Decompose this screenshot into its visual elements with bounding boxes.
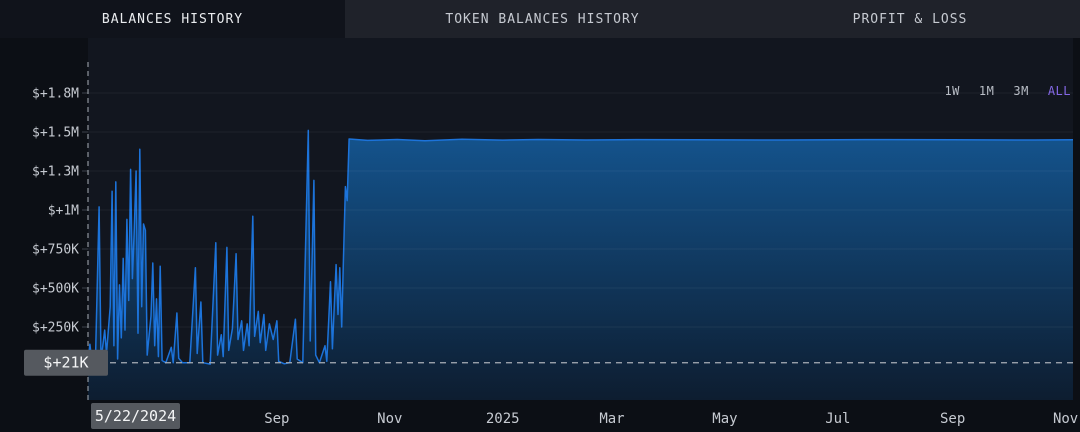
tab-label: PROFIT & LOSS	[852, 11, 968, 27]
crosshair-value-label: $+21K	[43, 354, 88, 372]
y-axis-label: $+250K	[32, 321, 79, 336]
crosshair-date-badge	[91, 403, 180, 429]
crosshair-value-badge	[24, 349, 108, 376]
x-axis-label: May	[712, 411, 737, 427]
y-axis-label: $+500K	[32, 282, 79, 297]
x-axis-label: Jul	[825, 411, 850, 427]
range-all-button[interactable]: ALL	[1047, 84, 1071, 98]
range-3m-button[interactable]: 3M	[1013, 84, 1029, 98]
tab-label: BALANCES HISTORY	[101, 11, 244, 27]
balance-history-chart: $+1.8M $+1.5M $+1.3M $+1M $+750K $+500K $+250K…	[24, 38, 1078, 429]
x-axis-label: Mar	[599, 411, 624, 427]
x-axis-label: Sep	[940, 411, 965, 427]
tab-balances-history[interactable]: BALANCES HISTORY	[0, 0, 345, 38]
x-axis-label: Sep	[264, 411, 289, 427]
y-axis-label: $+1.3M	[32, 165, 79, 180]
y-axis-label: $+1M	[48, 204, 79, 219]
time-range-selector: 1W 1M 3M ALL	[944, 84, 1071, 98]
balance-line	[87, 129, 1074, 365]
range-1m-button[interactable]: 1M	[978, 84, 995, 98]
tab-profit-loss[interactable]: PROFIT & LOSS	[740, 0, 1080, 38]
balance-area	[88, 130, 1073, 400]
tab-label: TOKEN BALANCES HISTORY	[445, 11, 640, 27]
tab-token-balances-history[interactable]: TOKEN BALANCES HISTORY	[345, 0, 740, 38]
y-axis-label: $+750K	[32, 243, 79, 258]
y-axis-label: $+1.5M	[32, 126, 79, 141]
x-axis-label: Nov	[377, 411, 402, 427]
x-axis-label: 2025	[486, 411, 520, 427]
x-axis-label: Nov	[1053, 411, 1078, 427]
y-axis-label: $+1.8M	[32, 87, 79, 102]
crosshair-date-label: 5/22/2024	[95, 407, 176, 425]
range-1w-button[interactable]: 1W	[944, 84, 960, 98]
tab-bar: BALANCES HISTORY TOKEN BALANCES HISTORY …	[0, 0, 1080, 38]
chart-panel: $+1.8M $+1.5M $+1.3M $+1M $+750K $+500K $+250K…	[0, 38, 1080, 432]
